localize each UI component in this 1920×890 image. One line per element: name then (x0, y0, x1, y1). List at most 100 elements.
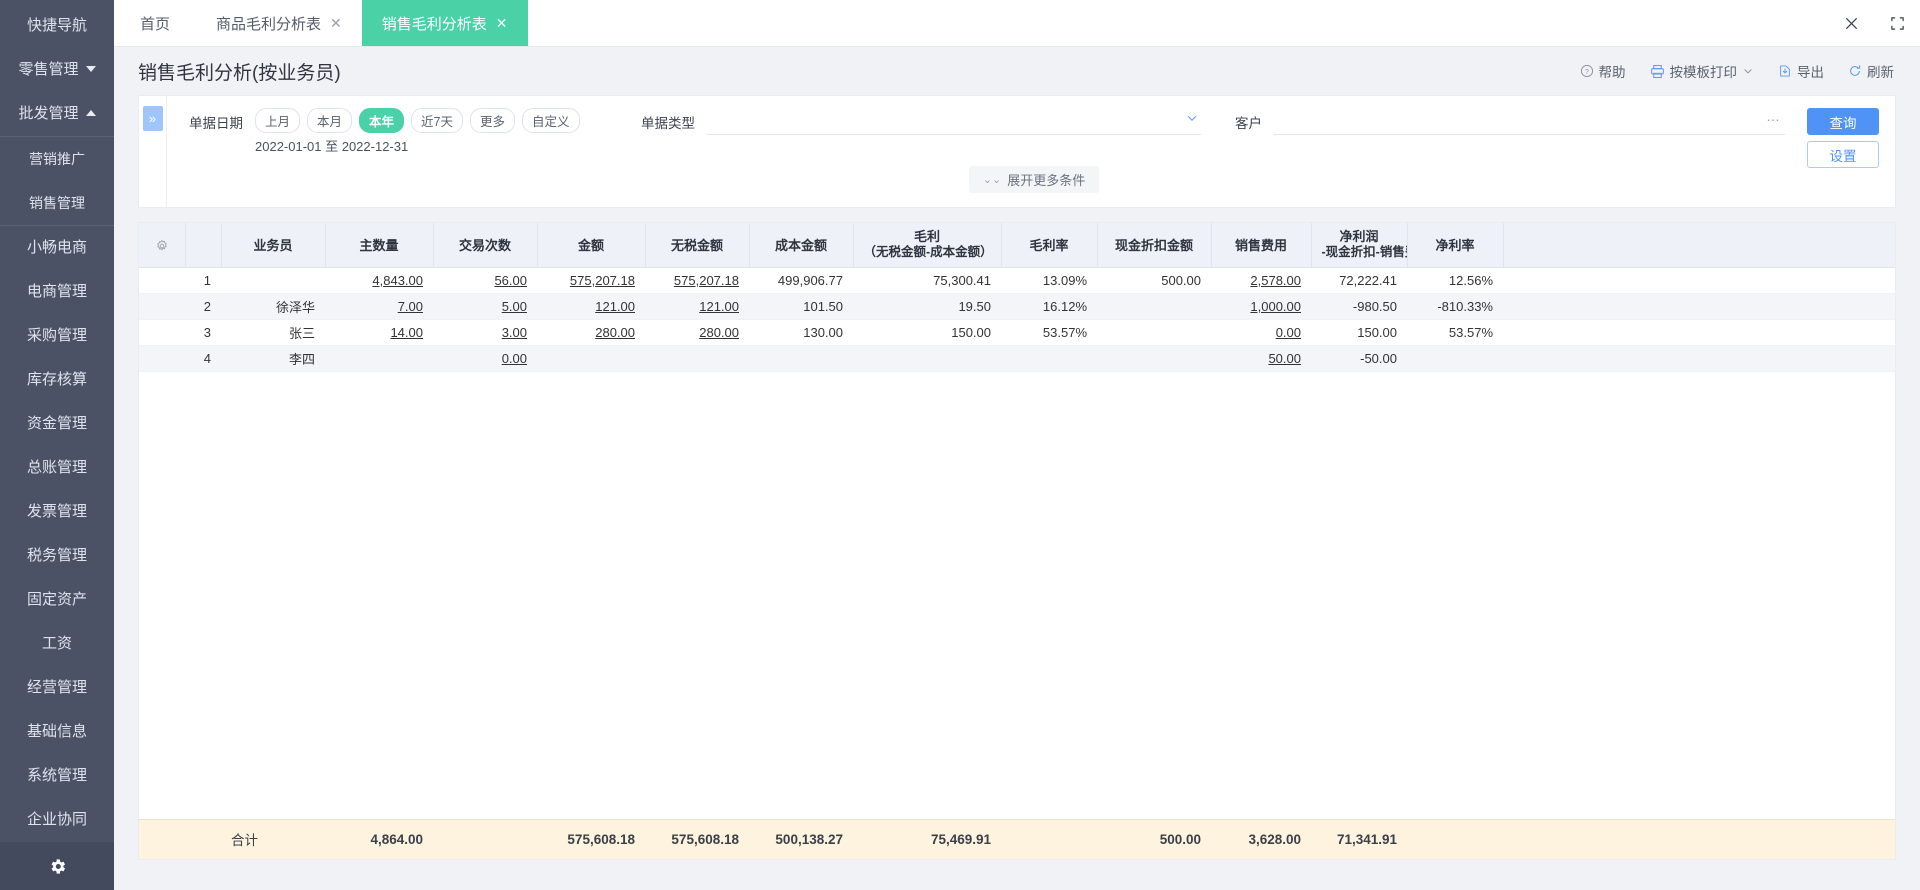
double-chevron-right-icon[interactable]: » (142, 106, 163, 131)
column-header-sales-expense[interactable]: 销售费用 (1211, 223, 1312, 268)
row-gear-cell (139, 293, 185, 320)
column-header-net-profit-line2: -现金折扣-销售费 (1321, 245, 1407, 260)
txn-link[interactable]: 0.00 (501, 350, 527, 366)
print-template-button[interactable]: 按模板打印 (1650, 61, 1755, 81)
row-amount-ex-tax: 575,207.18 (645, 267, 749, 294)
sidebar-item-label: 采购管理 (26, 327, 87, 344)
column-header-cost[interactable]: 成本金额 (749, 223, 854, 268)
sidebar-item-system[interactable]: 系统管理 (0, 754, 114, 798)
amount-link[interactable]: 575,207.18 (569, 272, 635, 288)
refresh-button[interactable]: 刷新 (1848, 61, 1894, 81)
quick-date-this-year[interactable]: 本年 (359, 108, 405, 133)
amount-link[interactable]: 280.00 (595, 324, 635, 340)
table-row[interactable]: 3 张三 14.00 3.00 280.00 280.00 130.00 150… (139, 319, 1895, 346)
table-row[interactable]: 1 4,843.00 56.00 575,207.18 575,207.18 4… (139, 267, 1895, 294)
tab-label: 商品毛利分析表 (216, 15, 322, 33)
sidebar-item-operations[interactable]: 经营管理 (0, 666, 114, 710)
summary-gross-profit: 75,469.91 (853, 818, 1001, 859)
table-row[interactable]: 2 徐泽华 7.00 5.00 121.00 121.00 101.50 19.… (139, 293, 1895, 320)
chevron-down-icon[interactable] (1185, 111, 1199, 125)
report-table: 业务员 主数量 交易次数 金额 无税金额 成本金额 毛利 （无税金额-成本金额）… (139, 223, 1895, 372)
summary-qty: 4,864.00 (325, 818, 433, 859)
chevron-down-icon[interactable] (1742, 65, 1754, 77)
sidebar-item-funds[interactable]: 资金管理 (0, 402, 114, 446)
table-row[interactable]: 4 李四 0.00 50.00 -50.00 (139, 345, 1895, 372)
quick-date-last-month[interactable]: 上月 (255, 108, 301, 133)
printer-icon (1650, 64, 1665, 79)
export-button[interactable]: 导出 (1778, 61, 1824, 81)
row-salesperson: 张三 (221, 319, 325, 346)
column-header-txn[interactable]: 交易次数 (433, 223, 538, 268)
row-index: 2 (185, 293, 221, 320)
expand-more-label: 展开更多条件 (1007, 173, 1086, 188)
report-table-scroll[interactable]: 业务员 主数量 交易次数 金额 无税金额 成本金额 毛利 （无税金额-成本金额）… (139, 223, 1895, 819)
expand-more-conditions-button[interactable]: ⌄⌄ 展开更多条件 (968, 166, 1100, 193)
txn-link[interactable]: 3.00 (501, 324, 527, 340)
sidebar-item-inventory[interactable]: 库存核算 (0, 358, 114, 402)
settings-button[interactable]: 设置 (1807, 141, 1879, 168)
tab-product-gross-profit-report[interactable]: 商品毛利分析表 ✕ (196, 0, 362, 46)
amount-ex-tax-link[interactable]: 121.00 (699, 298, 739, 314)
doc-type-select[interactable] (707, 108, 1201, 135)
sidebar-item-xiaochang-ecom[interactable]: 小畅电商 (0, 226, 114, 270)
column-header-salesperson[interactable]: 业务员 (221, 223, 326, 268)
customer-more-icon[interactable]: … (1766, 108, 1781, 124)
column-header-net-profit[interactable]: 净利润 -现金折扣-销售费 (1311, 223, 1408, 268)
row-index: 3 (185, 319, 221, 346)
amount-link[interactable]: 121.00 (595, 298, 635, 314)
column-header-qty[interactable]: 主数量 (325, 223, 434, 268)
sales-expense-link[interactable]: 50.00 (1268, 350, 1301, 366)
amount-ex-tax-link[interactable]: 575,207.18 (673, 272, 739, 288)
row-net-margin: -810.33% (1407, 293, 1503, 320)
sidebar-item-purchase[interactable]: 采购管理 (0, 314, 114, 358)
quick-date-more[interactable]: 更多 (470, 108, 516, 133)
amount-ex-tax-link[interactable]: 280.00 (699, 324, 739, 340)
sidebar-item-retail[interactable]: 零售管理 (0, 48, 114, 92)
txn-link[interactable]: 56.00 (494, 272, 527, 288)
sidebar-item-quick-nav[interactable]: 快捷导航 (0, 4, 114, 48)
qty-link[interactable]: 14.00 (390, 324, 423, 340)
tab-close-icon[interactable]: ✕ (495, 15, 508, 31)
txn-link[interactable]: 5.00 (501, 298, 527, 314)
date-range-value[interactable]: 2022-01-01 至 2022-12-31 (255, 139, 409, 154)
sales-expense-link[interactable]: 1,000.00 (1250, 298, 1301, 314)
row-gross-profit: 75,300.41 (853, 267, 1001, 294)
sidebar-item-collaboration[interactable]: 企业协同 (0, 798, 114, 842)
sidebar-subitem-marketing[interactable]: 营销推广 (0, 137, 114, 181)
quick-date-this-month[interactable]: 本月 (307, 108, 353, 133)
sidebar-subitem-sales[interactable]: 销售管理 (0, 181, 114, 225)
row-cash-discount (1097, 293, 1211, 320)
tab-home[interactable]: 首页 (114, 0, 196, 46)
help-button[interactable]: ? 帮助 (1580, 61, 1626, 81)
sidebar-item-assets[interactable]: 固定资产 (0, 578, 114, 622)
sidebar: 快捷导航 零售管理 批发管理 营销推广 销售管理 小畅电商 电商管理 采购管理 … (0, 0, 114, 890)
sidebar-item-payroll[interactable]: 工资 (0, 622, 114, 666)
qty-link[interactable]: 4,843.00 (372, 272, 423, 288)
tab-close-icon[interactable]: ✕ (330, 15, 342, 31)
sidebar-item-ledger[interactable]: 总账管理 (0, 446, 114, 490)
close-icon (1845, 17, 1857, 29)
sidebar-item-wholesale[interactable]: 批发管理 (0, 92, 114, 136)
window-close-button[interactable] (1828, 0, 1874, 46)
sidebar-item-tax[interactable]: 税务管理 (0, 534, 114, 578)
column-header-gross-margin[interactable]: 毛利率 (1001, 223, 1098, 268)
column-header-gross-profit[interactable]: 毛利 （无税金额-成本金额） (853, 223, 1002, 268)
customer-input[interactable]: … (1274, 108, 1785, 135)
window-fullscreen-button[interactable] (1874, 0, 1920, 46)
column-header-amount[interactable]: 金额 (537, 223, 646, 268)
query-button[interactable]: 查询 (1807, 108, 1879, 135)
quick-date-custom[interactable]: 自定义 (522, 108, 580, 133)
tab-sales-gross-profit-report[interactable]: 销售毛利分析表 ✕ (361, 0, 528, 46)
qty-link[interactable]: 7.00 (397, 298, 423, 314)
quick-date-last-7-days[interactable]: 近7天 (411, 108, 463, 133)
column-header-cash-discount[interactable]: 现金折扣金额 (1097, 223, 1212, 268)
sidebar-item-invoice[interactable]: 发票管理 (0, 490, 114, 534)
sales-expense-link[interactable]: 2,578.00 (1250, 272, 1301, 288)
sidebar-item-ecom[interactable]: 电商管理 (0, 270, 114, 314)
column-header-net-margin[interactable]: 净利率 (1407, 223, 1504, 268)
column-settings-icon[interactable] (139, 223, 186, 268)
sidebar-item-basic-info[interactable]: 基础信息 (0, 710, 114, 754)
sidebar-settings-button[interactable] (0, 842, 114, 890)
sales-expense-link[interactable]: 0.00 (1275, 324, 1301, 340)
column-header-amount-ex-tax[interactable]: 无税金额 (645, 223, 750, 268)
